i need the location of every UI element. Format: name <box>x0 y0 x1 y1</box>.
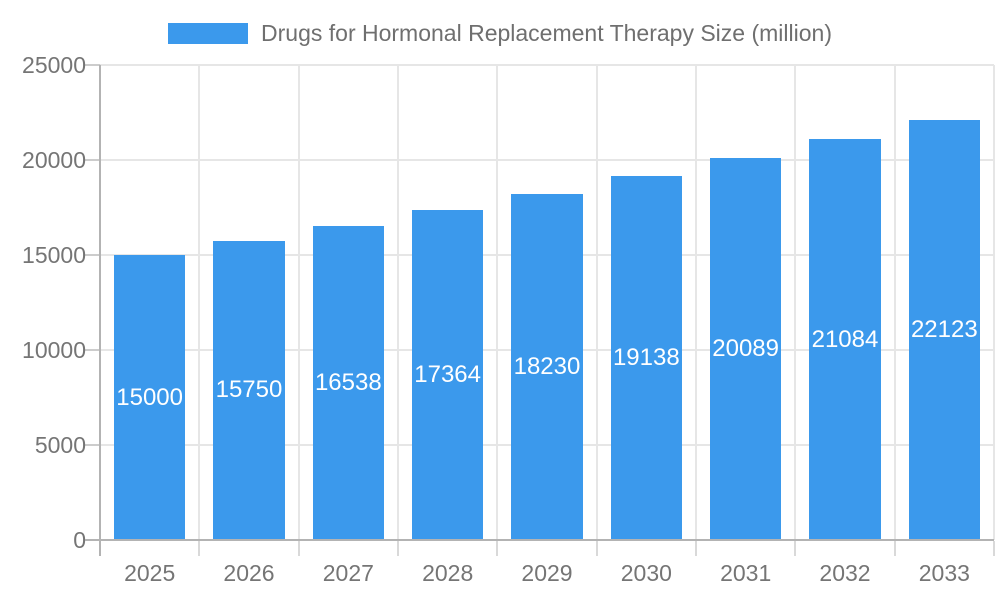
x-axis-tick <box>695 541 697 556</box>
bar-value-label: 15000 <box>116 383 184 411</box>
y-axis-line <box>99 65 101 556</box>
x-axis-tick <box>993 541 995 556</box>
x-gridline <box>397 65 399 540</box>
x-axis-tick-label: 2031 <box>720 560 772 586</box>
x-axis-line <box>85 539 994 541</box>
bar-value-label: 16538 <box>314 368 382 396</box>
bar-value-label: 15750 <box>215 376 283 404</box>
bar[interactable] <box>213 240 285 540</box>
x-axis-tick-label: 2025 <box>124 560 176 586</box>
bar-value-label: 21084 <box>811 325 879 353</box>
x-axis-tick <box>794 541 797 556</box>
y-axis-tick <box>85 64 100 66</box>
x-gridline <box>595 65 598 540</box>
bar[interactable] <box>412 210 484 540</box>
x-axis-tick-label: 2030 <box>620 560 672 586</box>
x-gridline <box>993 65 995 540</box>
y-gridline <box>100 64 994 66</box>
bar-value-label: 22123 <box>910 315 978 343</box>
bar-value-label: 17364 <box>414 361 482 389</box>
x-axis-tick <box>893 541 896 556</box>
y-axis-tick-label: 0 <box>73 527 86 553</box>
legend-swatch-icon <box>168 23 249 44</box>
y-axis-tick <box>85 349 100 351</box>
y-axis-tick-label: 5000 <box>34 432 86 458</box>
y-axis-tick-label: 25000 <box>22 52 86 78</box>
x-axis-tick-label: 2029 <box>521 560 573 586</box>
plot-area: 0 5000 10000 15000 20000 25000 2025 2026 2027 202… <box>22 52 995 586</box>
x-axis-tick <box>496 541 499 556</box>
bar[interactable] <box>610 176 682 540</box>
bar[interactable] <box>809 139 881 540</box>
y-axis-tick-label: 15000 <box>22 242 86 268</box>
x-axis-tick <box>297 541 300 556</box>
x-gridline <box>893 65 896 540</box>
legend-label: Drugs for Hormonal Replacement Therapy S… <box>261 20 832 46</box>
y-axis-tick <box>85 159 100 161</box>
bar-value-label: 20089 <box>712 335 780 363</box>
x-axis-tick-label: 2027 <box>322 560 374 586</box>
x-axis-tick <box>198 541 201 556</box>
y-axis-tick <box>85 444 100 446</box>
x-axis-tick-label: 2033 <box>918 560 970 586</box>
bar[interactable] <box>710 158 782 540</box>
x-gridline <box>794 65 797 540</box>
bar-value-label: 18230 <box>513 352 581 380</box>
y-axis-tick-label: 10000 <box>22 337 86 363</box>
x-axis-tick-label: 2026 <box>223 560 275 586</box>
bar-value-label: 19138 <box>612 344 680 372</box>
bar[interactable] <box>114 255 186 540</box>
y-gridline <box>100 159 994 161</box>
x-axis-tick <box>595 541 598 556</box>
bar[interactable] <box>511 193 583 540</box>
y-axis-tick-label: 20000 <box>22 147 86 173</box>
legend[interactable]: Drugs for Hormonal Replacement Therapy S… <box>0 20 1000 47</box>
bar[interactable] <box>312 225 384 540</box>
x-axis-tick-label: 2028 <box>422 560 474 586</box>
x-gridline <box>198 65 201 540</box>
y-axis-tick <box>85 254 100 256</box>
x-gridline <box>496 65 499 540</box>
x-gridline <box>695 65 697 540</box>
x-gridline <box>297 65 300 540</box>
bar[interactable] <box>908 119 980 540</box>
x-axis-tick-label: 2032 <box>819 560 871 586</box>
x-axis-tick <box>397 541 399 556</box>
